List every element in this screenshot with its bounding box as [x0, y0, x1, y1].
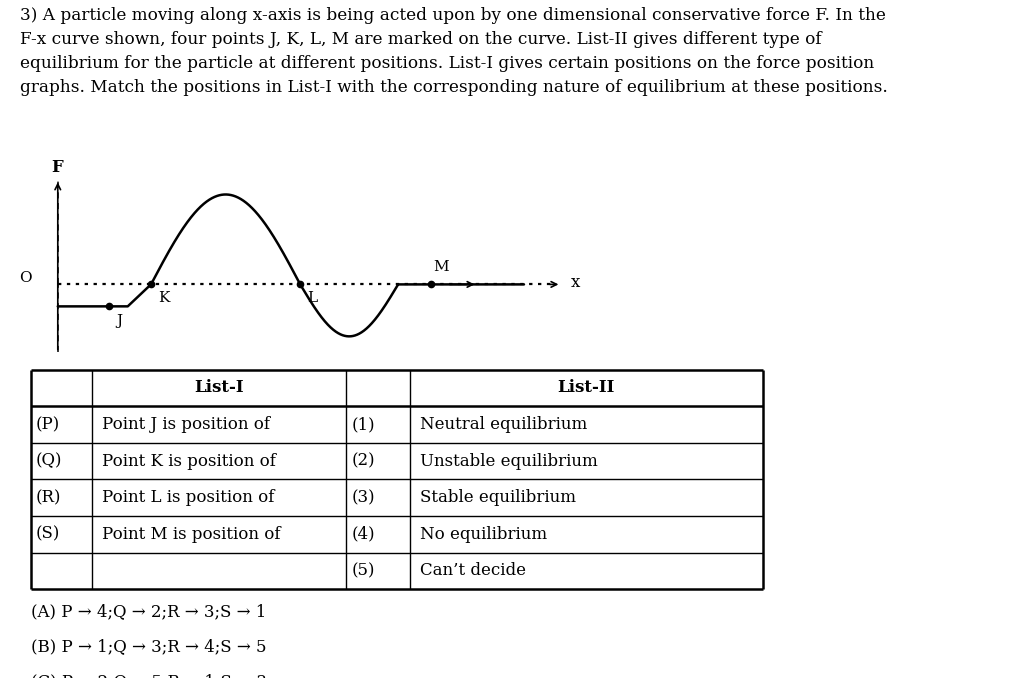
Text: (Q): (Q) — [36, 452, 62, 470]
Text: (B) P → 1;Q → 3;R → 4;S → 5: (B) P → 1;Q → 3;R → 4;S → 5 — [31, 638, 266, 655]
Text: No equilibrium: No equilibrium — [420, 525, 547, 543]
Text: L: L — [307, 292, 317, 305]
Text: x: x — [570, 274, 580, 291]
Text: 3) A particle moving along x-axis is being acted upon by one dimensional conserv: 3) A particle moving along x-axis is bei… — [20, 7, 889, 96]
Text: (C) P → 2;Q → 5;R → 1;S → 3: (C) P → 2;Q → 5;R → 1;S → 3 — [31, 673, 266, 678]
Text: (2): (2) — [351, 452, 375, 470]
Text: Point M is position of: Point M is position of — [102, 525, 281, 543]
Text: List-II: List-II — [557, 379, 615, 397]
Text: J: J — [116, 315, 122, 328]
Text: Point L is position of: Point L is position of — [102, 489, 274, 506]
Text: List-I: List-I — [195, 379, 244, 397]
Text: Stable equilibrium: Stable equilibrium — [420, 489, 575, 506]
Text: (S): (S) — [36, 525, 60, 543]
Text: (A) P → 4;Q → 2;R → 3;S → 1: (A) P → 4;Q → 2;R → 3;S → 1 — [31, 603, 266, 620]
Text: Point K is position of: Point K is position of — [102, 452, 276, 470]
Text: (1): (1) — [351, 416, 375, 433]
Text: M: M — [433, 260, 449, 275]
Text: (3): (3) — [351, 489, 375, 506]
Text: Can’t decide: Can’t decide — [420, 562, 526, 580]
Text: Neutral equilibrium: Neutral equilibrium — [420, 416, 587, 433]
Text: Unstable equilibrium: Unstable equilibrium — [420, 452, 598, 470]
Text: (R): (R) — [36, 489, 61, 506]
Text: (P): (P) — [36, 416, 60, 433]
Text: K: K — [158, 292, 169, 305]
Text: O: O — [19, 271, 32, 285]
Text: (5): (5) — [351, 562, 375, 580]
Text: F: F — [51, 159, 62, 176]
Text: Point J is position of: Point J is position of — [102, 416, 270, 433]
Text: (4): (4) — [351, 525, 375, 543]
